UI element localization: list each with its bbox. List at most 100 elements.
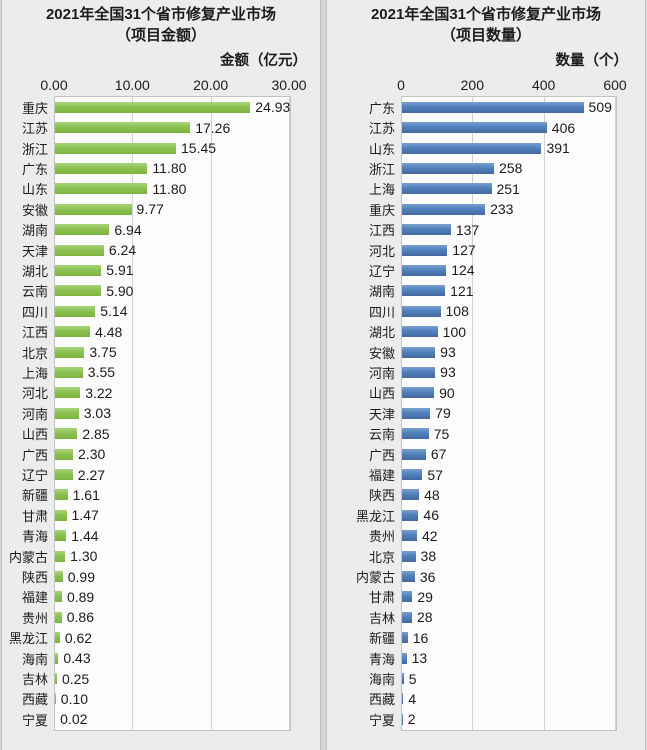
bar: [55, 285, 102, 297]
bar: [402, 162, 495, 174]
bar: [402, 469, 423, 481]
bar: [402, 142, 542, 154]
bar: [402, 611, 412, 623]
bar-value-label: 3.22: [85, 384, 113, 401]
category-label: 内蒙古: [8, 549, 48, 565]
category-label: 青海: [21, 529, 48, 545]
bar: [402, 489, 420, 501]
category-label: 重庆: [21, 100, 48, 116]
bar-value-label: 15.45: [181, 140, 217, 157]
bar-value-label: 0.89: [66, 588, 95, 605]
bar-row: 100: [402, 321, 616, 341]
bar: [402, 632, 408, 644]
bar-row: 391: [402, 138, 616, 158]
category-label: 上海: [21, 365, 48, 381]
bar-row: 0.62: [55, 628, 290, 648]
bar-value-label: 2.85: [82, 425, 110, 442]
category-label: 湖南: [368, 284, 395, 300]
bar-value-label: 3.03: [83, 405, 111, 422]
bar-row: 11.80: [55, 179, 290, 199]
bar-value-label: 3.55: [87, 364, 116, 381]
bar: [55, 142, 177, 154]
bar-row: 9.77: [55, 199, 290, 219]
bar: [402, 285, 446, 297]
bar-row: 1.30: [55, 546, 290, 566]
category-label: 青海: [368, 651, 395, 667]
bar-value-label: 38: [420, 548, 437, 565]
axis-unit-label: 金额（亿元）: [220, 53, 307, 69]
bar-value-label: 17.26: [195, 119, 231, 136]
bar-value-label: 137: [455, 221, 480, 238]
bar-value-label: 93: [440, 364, 456, 381]
bar-row: 233: [402, 199, 616, 219]
bar-row: 46: [402, 505, 616, 525]
category-label: 广西: [21, 447, 48, 463]
bar-value-label: 46: [423, 507, 439, 524]
plot-area: 24.93 17.26 15.45 11.80 11.80 9.77 6.94 6.24 5.9…: [54, 96, 291, 731]
bar-row: 3.03: [55, 403, 290, 423]
bar-row: 93: [402, 362, 616, 382]
gridline: [472, 97, 474, 730]
category-label: 湖南: [21, 223, 48, 239]
bar-row: 137: [402, 219, 616, 239]
category-label: 贵州: [368, 529, 395, 545]
category-label: 江西: [368, 223, 395, 239]
bar-row: 127: [402, 240, 616, 260]
category-label: 北京: [21, 345, 48, 361]
gridline: [210, 97, 212, 730]
axis-tick-label: 30.00: [271, 77, 307, 93]
category-label: 湖北: [21, 263, 48, 279]
bar-value-label: 93: [440, 344, 456, 361]
bar: [402, 509, 419, 521]
bar: [55, 530, 67, 542]
category-label: 辽宁: [368, 263, 395, 279]
bar-row: 57: [402, 464, 616, 484]
category-label: 江西: [21, 325, 48, 341]
bar: [402, 264, 447, 276]
bar: [55, 591, 62, 603]
axis-unit-label: 数量（个）: [555, 53, 629, 69]
bar-value-label: 0.25: [61, 670, 90, 687]
bar-value-label: 9.77: [136, 201, 164, 218]
bar: [402, 673, 404, 685]
category-label: 浙江: [368, 161, 395, 177]
bar: [55, 509, 67, 521]
bar-row: 0.89: [55, 587, 290, 607]
chart-title: 2021年全国31个省市修复产业市场: [45, 6, 277, 23]
bar-value-label: 67: [430, 446, 447, 463]
bar-row: 6.94: [55, 219, 290, 239]
bar-row: 3.22: [55, 383, 290, 403]
category-label: 甘肃: [368, 590, 395, 606]
bar-value-label: 2: [407, 711, 416, 728]
axis-tick-label: 200: [460, 77, 485, 93]
category-label: 河南: [368, 365, 395, 381]
bar: [55, 693, 56, 705]
bar: [402, 387, 435, 399]
bar-value-label: 75: [433, 425, 450, 442]
bar-value-label: 0.99: [67, 568, 95, 585]
bar-value-label: 509: [588, 99, 612, 116]
bar: [402, 591, 413, 603]
bar-row: 11.80: [55, 158, 290, 178]
bar-value-label: 48: [424, 486, 440, 503]
bar-row: 17.26: [55, 117, 290, 137]
bar: [55, 203, 132, 215]
category-label: 海南: [21, 651, 48, 667]
bar-row: 108: [402, 301, 616, 321]
bar-row: 2.30: [55, 444, 290, 464]
bar: [55, 183, 148, 195]
category-label: 陕西: [368, 488, 395, 504]
bar-value-label: 6.24: [108, 242, 137, 259]
amount-chart-panel: 2021年全国31个省市修复产业市场 （项目金额） 金额（亿元） 0.00 10.…: [1, 0, 321, 750]
bar-row: 38: [402, 546, 616, 566]
bar-value-label: 4.48: [95, 323, 123, 340]
category-label: 新疆: [21, 488, 48, 504]
category-label: 河北: [368, 243, 395, 259]
bar: [55, 244, 104, 256]
bar-row: 0.10: [55, 689, 290, 709]
bar: [402, 122, 547, 134]
bar-row: 1.47: [55, 505, 290, 525]
chart-title: 2021年全国31个省市修复产业市场: [370, 6, 602, 23]
axis-tick-label: 20.00: [193, 77, 229, 93]
bar-row: 48: [402, 485, 616, 505]
